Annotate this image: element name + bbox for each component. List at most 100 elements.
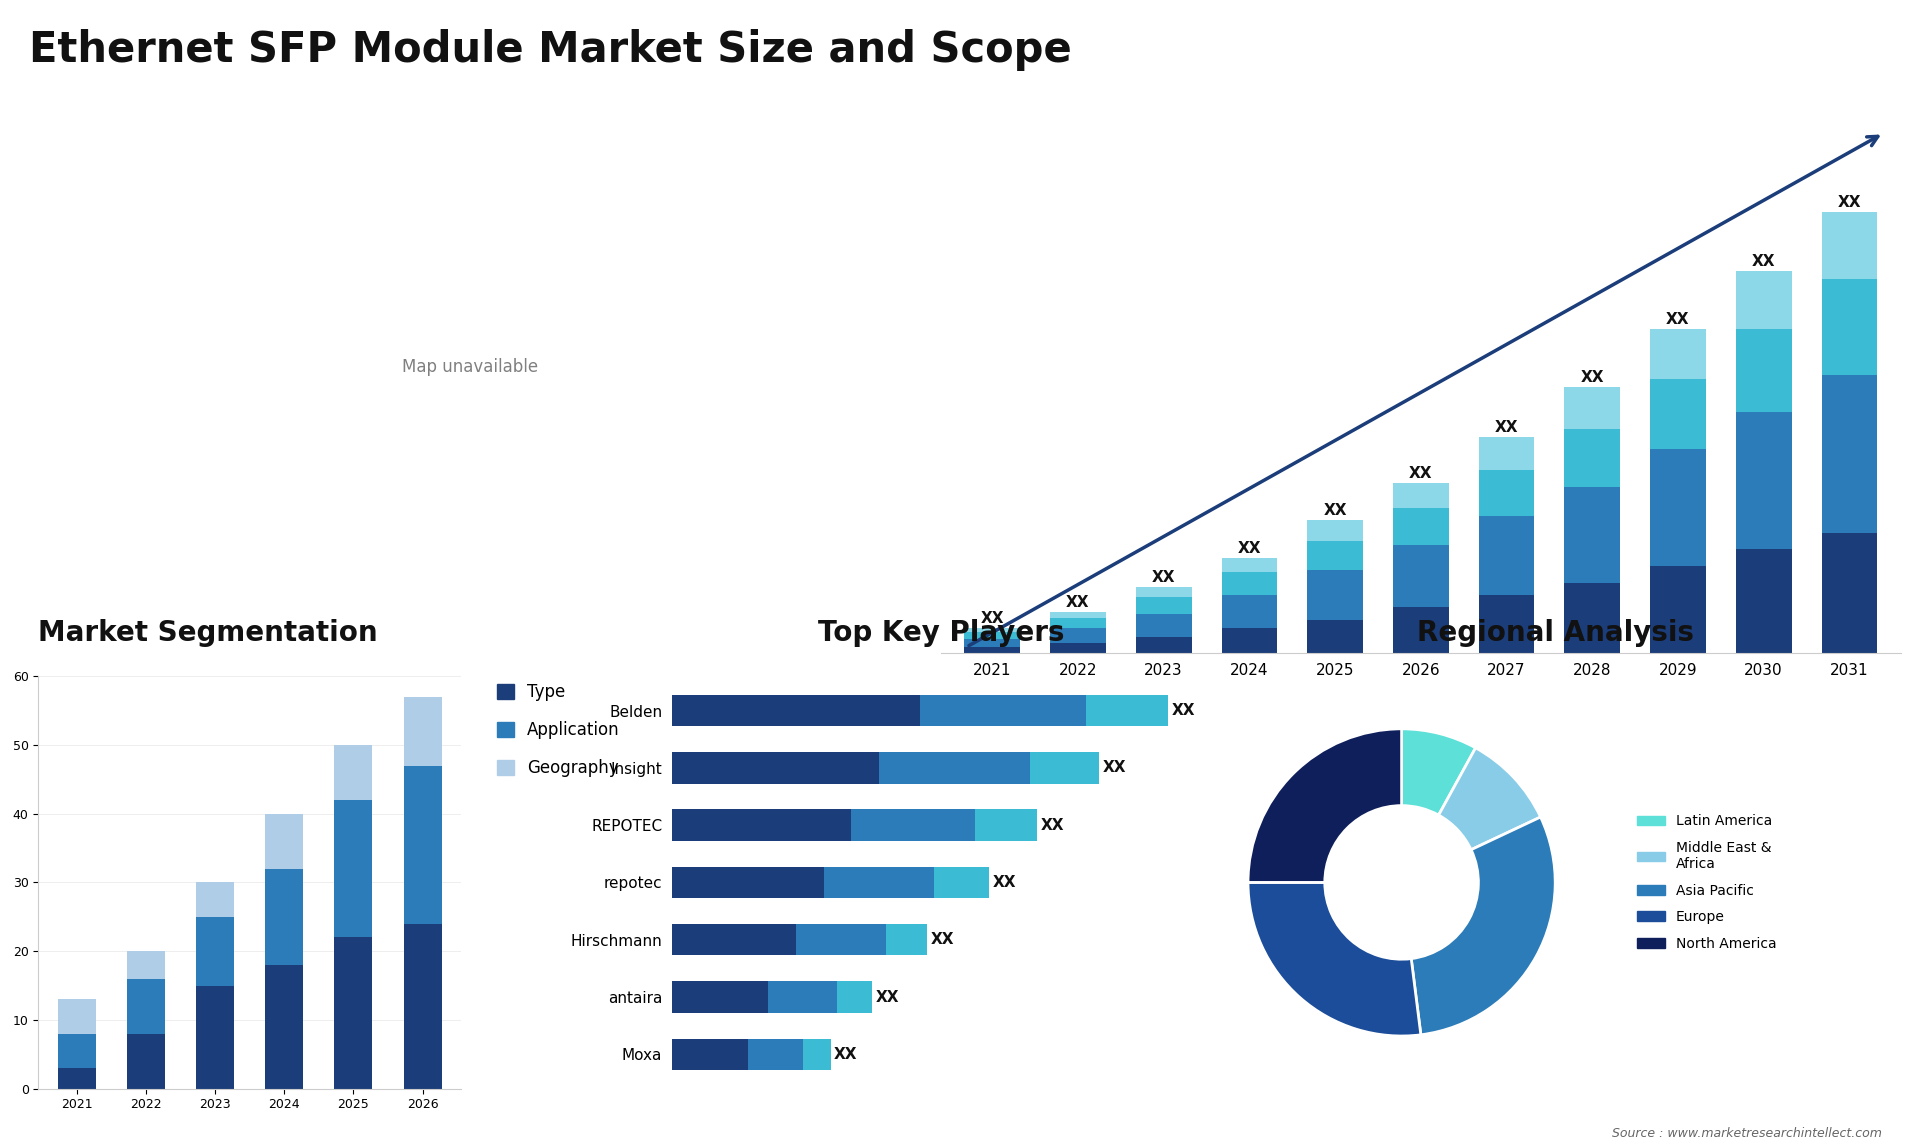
Bar — [672, 981, 768, 1013]
Bar — [1308, 520, 1363, 541]
Bar — [1478, 516, 1534, 595]
Text: XX: XX — [1496, 419, 1519, 435]
Text: MARKET
RESEARCH
INTELLECT: MARKET RESEARCH INTELLECT — [1784, 55, 1837, 87]
Bar — [1565, 487, 1620, 582]
Bar — [1137, 636, 1192, 653]
Text: XX: XX — [1152, 570, 1175, 584]
Bar — [933, 866, 989, 898]
Wedge shape — [1248, 882, 1421, 1036]
Bar — [1822, 278, 1878, 375]
Text: XX: XX — [1751, 253, 1776, 268]
Bar — [1736, 270, 1791, 329]
Text: XX: XX — [833, 1046, 858, 1062]
Bar — [1822, 533, 1878, 653]
Bar — [1137, 597, 1192, 614]
Bar — [1822, 212, 1878, 278]
Bar — [265, 814, 303, 869]
Bar — [1649, 379, 1705, 449]
Bar — [672, 752, 879, 784]
Text: XX: XX — [876, 989, 899, 1005]
Bar — [1050, 612, 1106, 618]
Wedge shape — [1248, 729, 1402, 882]
Bar — [403, 697, 442, 766]
Bar — [196, 986, 234, 1089]
Text: Ethernet SFP Module Market Size and Scope: Ethernet SFP Module Market Size and Scop… — [29, 29, 1071, 71]
Bar — [964, 628, 1020, 633]
Bar — [747, 1038, 803, 1070]
Bar — [1392, 482, 1450, 508]
Polygon shape — [1663, 53, 1736, 113]
Bar — [127, 1034, 165, 1089]
Bar — [1478, 595, 1534, 653]
Bar — [964, 647, 1020, 653]
Bar — [265, 869, 303, 965]
Bar — [1736, 549, 1791, 653]
Bar — [1736, 413, 1791, 549]
Bar — [1050, 618, 1106, 628]
Text: XX: XX — [981, 611, 1004, 626]
Bar — [672, 866, 824, 898]
Bar — [879, 752, 1031, 784]
Bar — [672, 924, 797, 956]
Text: XX: XX — [1066, 595, 1091, 610]
Bar — [1031, 752, 1100, 784]
Wedge shape — [1438, 748, 1540, 849]
Bar — [768, 981, 837, 1013]
Bar — [58, 999, 96, 1034]
Text: Map unavailable: Map unavailable — [403, 358, 538, 376]
Bar — [1137, 614, 1192, 636]
Bar — [837, 981, 872, 1013]
Text: XX: XX — [931, 932, 954, 948]
Bar — [803, 1038, 831, 1070]
Bar — [1392, 508, 1450, 545]
Wedge shape — [1402, 729, 1476, 815]
Text: XX: XX — [1323, 503, 1346, 518]
Bar — [1221, 572, 1277, 595]
Text: Source : www.marketresearchintellect.com: Source : www.marketresearchintellect.com — [1611, 1128, 1882, 1140]
Bar — [334, 800, 372, 937]
Text: XX: XX — [1171, 702, 1194, 719]
Text: XX: XX — [1409, 465, 1432, 480]
Bar — [1085, 694, 1167, 727]
Bar — [58, 1068, 96, 1089]
Text: XX: XX — [1238, 541, 1261, 556]
Bar — [964, 638, 1020, 647]
Bar — [1392, 545, 1450, 607]
Text: XX: XX — [1041, 817, 1064, 833]
Bar — [1649, 329, 1705, 379]
Bar — [1565, 429, 1620, 487]
Bar — [1478, 470, 1534, 516]
Bar — [265, 965, 303, 1089]
Bar — [1649, 449, 1705, 566]
Bar — [672, 809, 851, 841]
Bar — [1565, 582, 1620, 653]
Bar — [1565, 387, 1620, 429]
Bar — [851, 809, 975, 841]
Bar — [196, 917, 234, 986]
Bar — [403, 924, 442, 1089]
Text: Top Key Players: Top Key Players — [818, 620, 1064, 647]
Bar — [920, 694, 1085, 727]
Bar — [1308, 541, 1363, 570]
Legend: Latin America, Middle East &
Africa, Asia Pacific, Europe, North America: Latin America, Middle East & Africa, Asi… — [1632, 809, 1782, 956]
Text: XX: XX — [1667, 312, 1690, 327]
Text: XX: XX — [1837, 195, 1860, 211]
Bar — [975, 809, 1037, 841]
Bar — [1736, 329, 1791, 413]
Bar — [1221, 558, 1277, 572]
Bar — [334, 745, 372, 800]
Text: Regional Analysis: Regional Analysis — [1417, 620, 1693, 647]
Bar — [127, 979, 165, 1034]
Bar — [1649, 566, 1705, 653]
Bar — [196, 882, 234, 917]
Legend: Type, Application, Geography: Type, Application, Geography — [490, 676, 626, 784]
Bar — [964, 633, 1020, 638]
Bar — [1308, 620, 1363, 653]
Text: XX: XX — [1102, 760, 1127, 776]
Bar — [1478, 437, 1534, 470]
Bar — [1221, 628, 1277, 653]
Bar — [797, 924, 885, 956]
Bar — [1050, 628, 1106, 643]
Bar — [1137, 587, 1192, 597]
Wedge shape — [1411, 817, 1555, 1035]
